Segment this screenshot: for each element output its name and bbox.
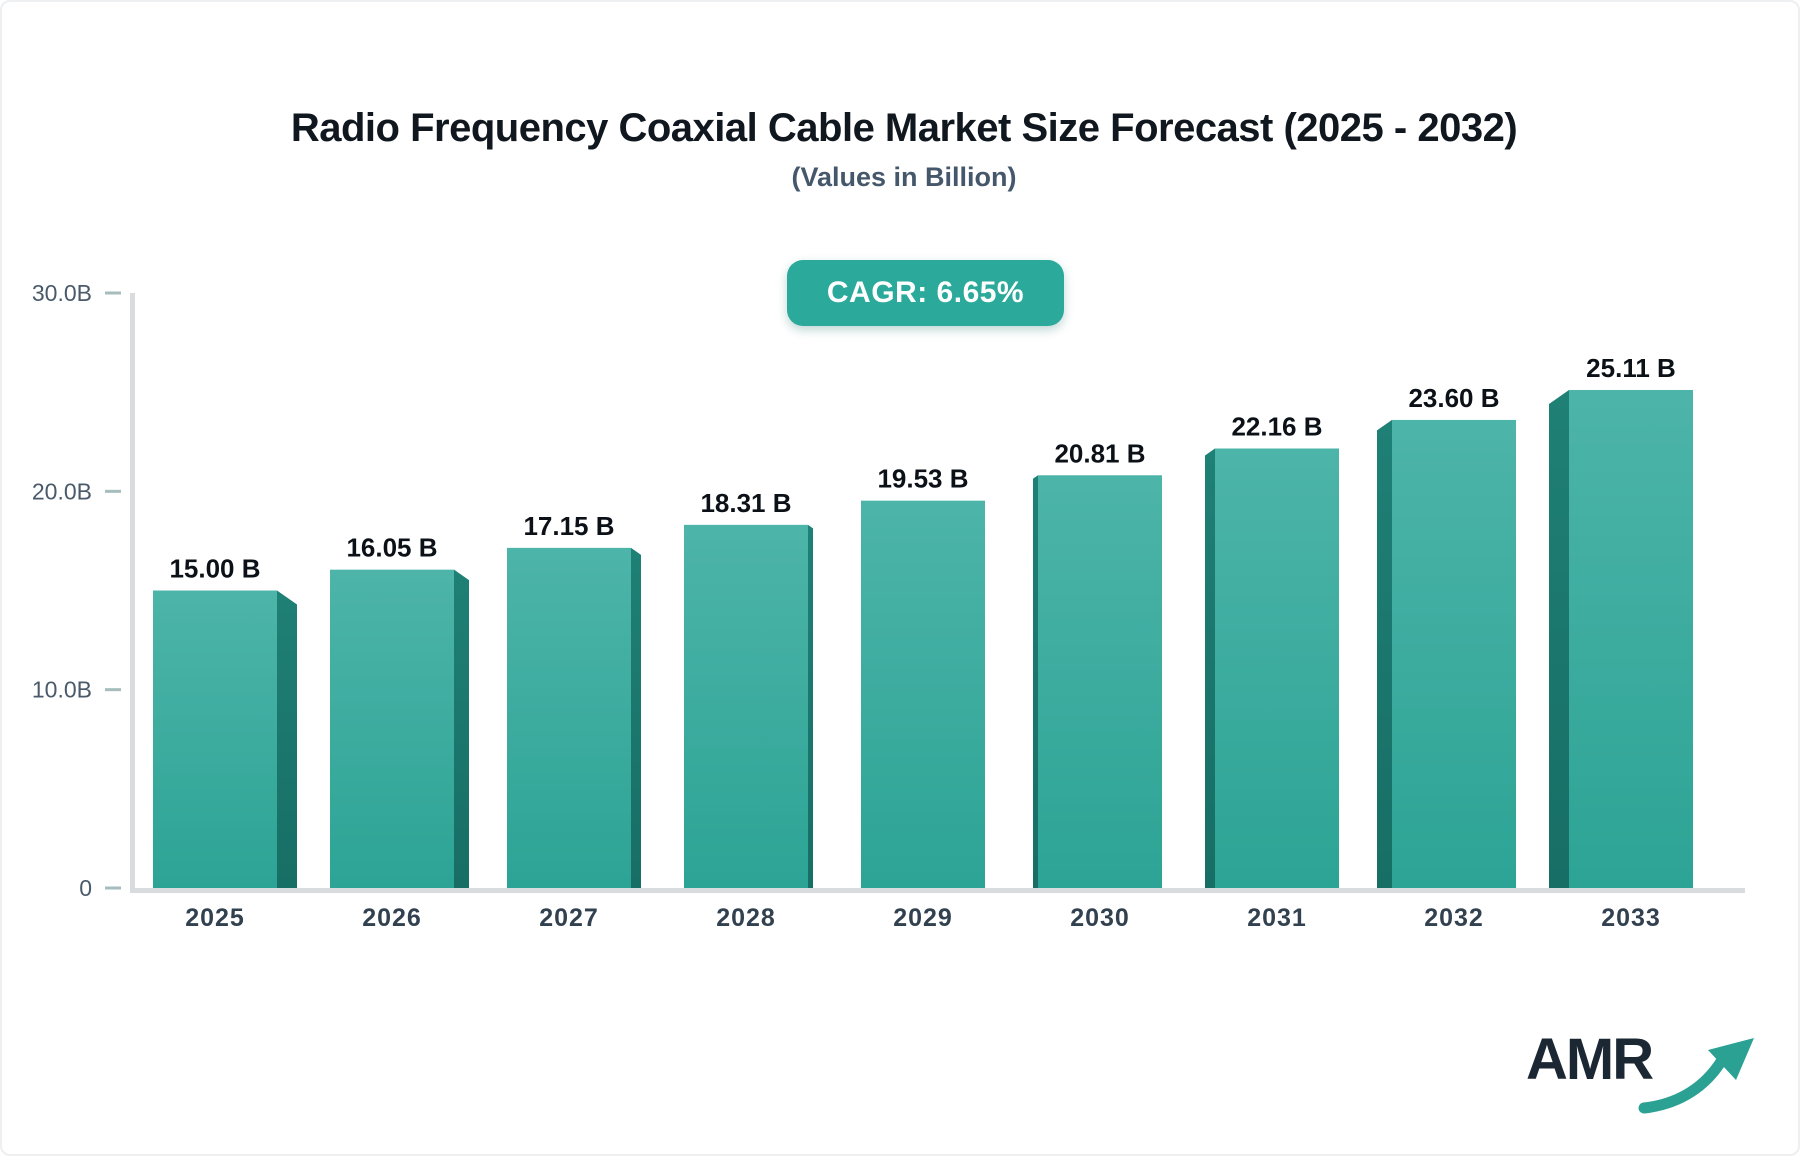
bar-2028: [684, 524, 808, 888]
x-tick-label: 2026: [362, 904, 422, 932]
x-tick-label: 2030: [1070, 904, 1130, 932]
growth-arrow-icon: [1638, 1038, 1754, 1114]
bar-2027: [507, 547, 631, 888]
page-title: Radio Frequency Coaxial Cable Market Siz…: [290, 106, 1518, 150]
bar-2033: [1569, 389, 1693, 888]
y-tick-label: 0: [79, 875, 92, 901]
bar-side-3d: [1377, 419, 1392, 888]
x-tick-label: 2028: [716, 904, 776, 932]
x-tick-label: 2031: [1247, 904, 1307, 932]
bar-value-label: 17.15 B: [523, 511, 614, 541]
bar-2029: [861, 500, 985, 888]
x-tick-label: 2032: [1424, 904, 1484, 932]
bar-side-3d: [277, 590, 297, 888]
x-axis-line: [130, 888, 1745, 893]
bar-value-label: 19.53 B: [877, 464, 968, 494]
bar-value-label: 16.05 B: [346, 533, 437, 563]
x-tick-label: 2029: [893, 904, 953, 932]
y-tick-label: 30.0B: [32, 280, 92, 306]
bar-value-label: 15.00 B: [169, 554, 260, 584]
bar-value-label: 23.60 B: [1408, 383, 1499, 413]
amr-logo-text: AMR: [1526, 1027, 1654, 1092]
bar-side-3d: [808, 524, 813, 888]
bar-2025: [153, 590, 277, 888]
bar-2032: [1392, 419, 1516, 888]
bar-value-label: 20.81 B: [1054, 438, 1145, 468]
bar-2026: [330, 569, 454, 888]
bar-side-3d: [1205, 448, 1215, 888]
y-tick-label: 20.0B: [32, 478, 92, 504]
y-axis-line: [130, 293, 135, 893]
amr-logo: AMR: [1526, 1027, 1766, 1122]
page-subtitle: (Values in Billion): [791, 162, 1017, 192]
x-tick-label: 2027: [539, 904, 599, 932]
bar-2031: [1215, 448, 1339, 888]
y-tick-label: 10.0B: [32, 677, 92, 703]
bar-2030: [1038, 475, 1162, 888]
bar-value-label: 22.16 B: [1231, 411, 1322, 441]
bar-side-3d: [1549, 389, 1569, 888]
bar-side-3d: [631, 547, 641, 888]
cagr-badge: CAGR: 6.65%: [787, 260, 1064, 326]
bar-side-3d: [454, 569, 469, 888]
bar-value-label: 25.11 B: [1586, 353, 1676, 383]
bar-value-label: 18.31 B: [700, 488, 791, 518]
x-tick-label: 2033: [1601, 904, 1661, 932]
x-tick-label: 2025: [185, 904, 245, 932]
bar-side-3d: [1033, 475, 1038, 888]
